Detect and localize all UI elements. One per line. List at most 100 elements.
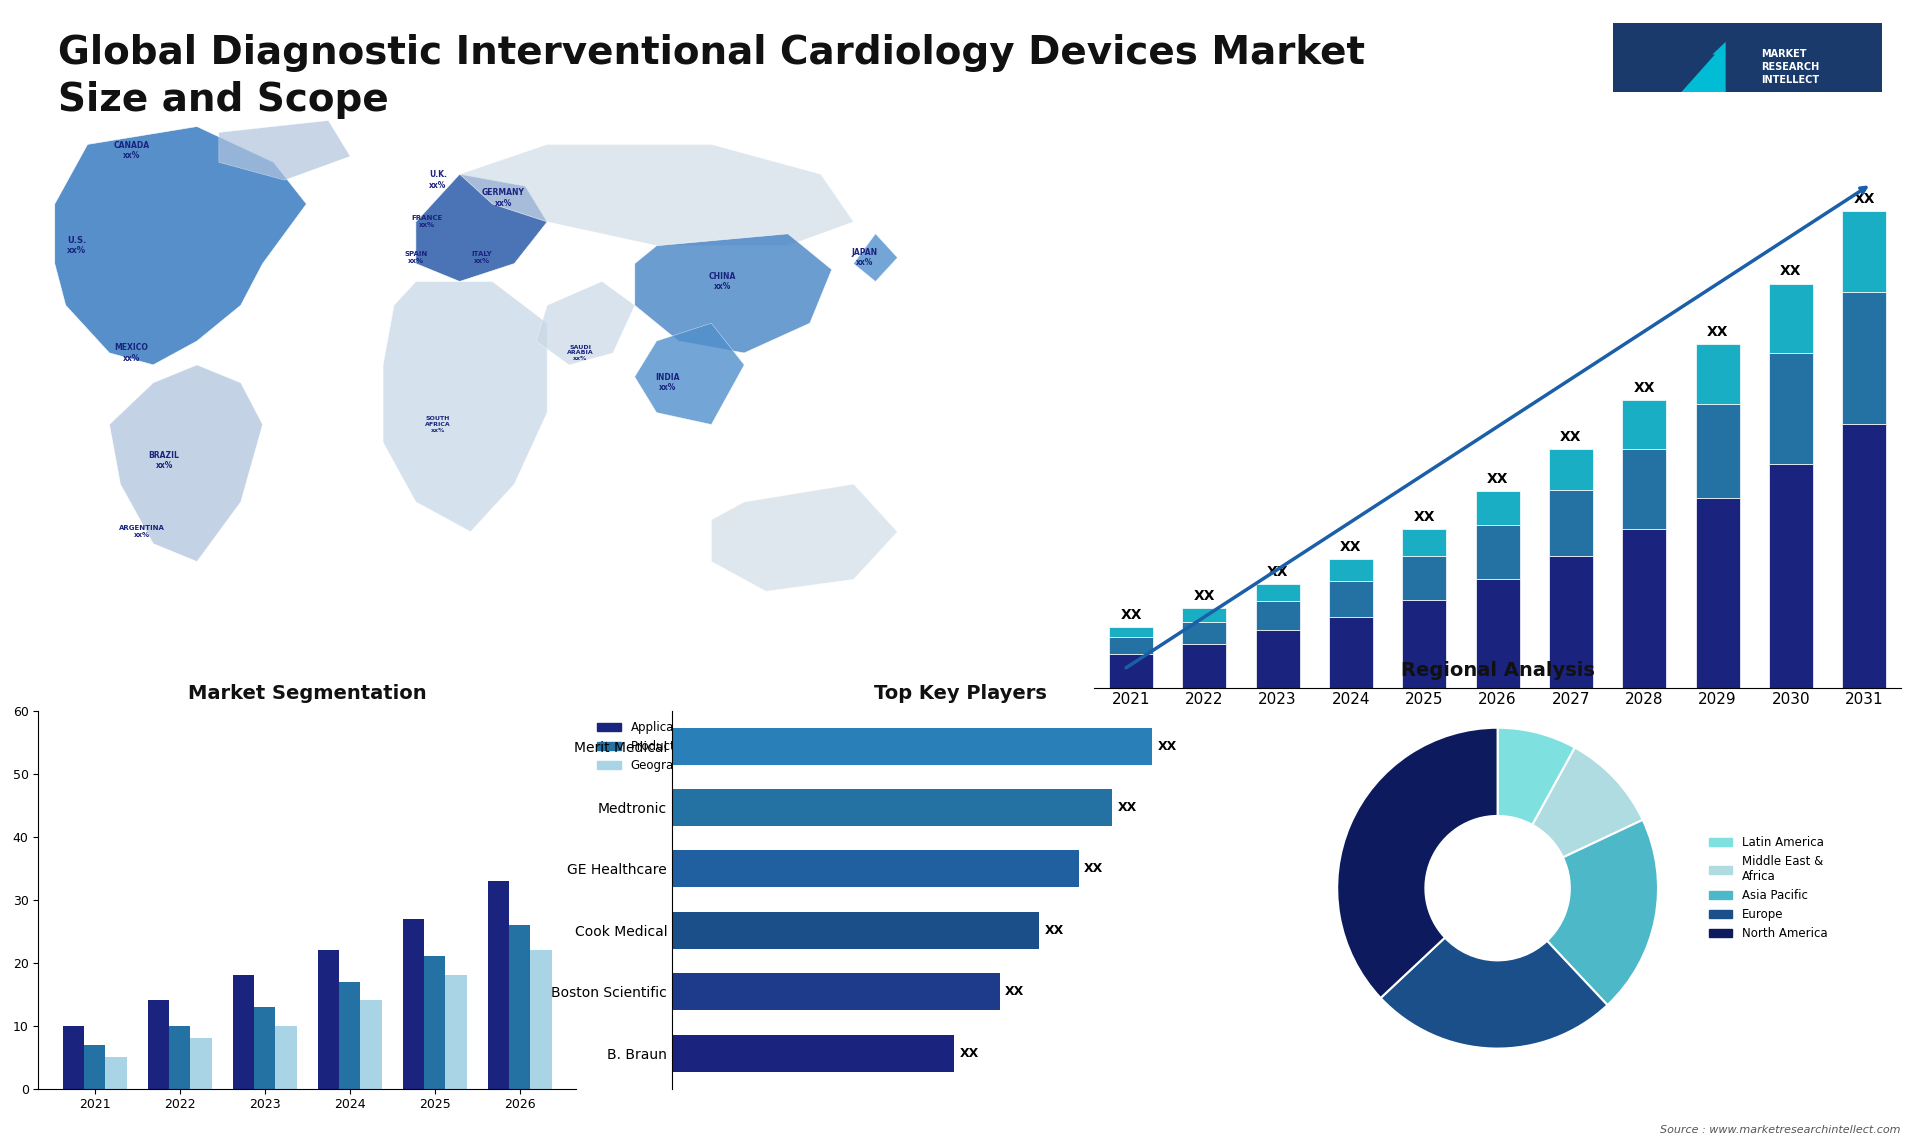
Bar xyxy=(1402,599,1446,688)
Bar xyxy=(445,975,467,1089)
Polygon shape xyxy=(382,282,547,532)
Text: XX: XX xyxy=(1194,589,1215,603)
Bar xyxy=(424,956,445,1089)
Text: BRAZIL
xx%: BRAZIL xx% xyxy=(148,450,180,470)
Text: Source : www.marketresearchintellect.com: Source : www.marketresearchintellect.com xyxy=(1661,1124,1901,1135)
Bar xyxy=(1476,492,1519,525)
Bar xyxy=(1183,609,1227,621)
Text: XX: XX xyxy=(1780,265,1801,278)
Text: FRANCE
xx%: FRANCE xx% xyxy=(411,215,442,228)
Bar xyxy=(1768,353,1812,464)
Bar xyxy=(403,919,424,1089)
Bar xyxy=(1768,283,1812,353)
Text: CHINA
xx%: CHINA xx% xyxy=(708,272,735,291)
Text: Global Diagnostic Interventional Cardiology Devices Market
Size and Scope: Global Diagnostic Interventional Cardiol… xyxy=(58,34,1365,119)
Bar xyxy=(1183,621,1227,644)
Text: XX: XX xyxy=(1340,540,1361,554)
Text: XX: XX xyxy=(1085,863,1104,876)
Bar xyxy=(169,1026,190,1089)
Bar xyxy=(1622,528,1667,688)
Bar xyxy=(1695,403,1740,499)
Polygon shape xyxy=(417,174,547,282)
Text: U.S.
xx%: U.S. xx% xyxy=(67,236,86,256)
Polygon shape xyxy=(854,234,897,282)
Text: XX: XX xyxy=(1006,986,1025,998)
Bar xyxy=(1549,489,1594,556)
Bar xyxy=(106,1057,127,1089)
Text: XX: XX xyxy=(1158,739,1177,753)
Title: Market Segmentation: Market Segmentation xyxy=(188,684,426,704)
Bar xyxy=(1476,525,1519,580)
Text: XX: XX xyxy=(1634,382,1655,395)
Bar xyxy=(1841,292,1885,424)
Bar xyxy=(1256,630,1300,688)
Bar xyxy=(63,1026,84,1089)
Bar xyxy=(1110,627,1154,637)
Wedge shape xyxy=(1380,937,1607,1049)
Bar xyxy=(253,1006,275,1089)
Bar xyxy=(361,1000,382,1089)
Polygon shape xyxy=(54,126,307,364)
Title: Top Key Players: Top Key Players xyxy=(874,684,1046,704)
Text: JAPAN
xx%: JAPAN xx% xyxy=(851,248,877,267)
Bar xyxy=(190,1038,211,1089)
Text: U.K.
xx%: U.K. xx% xyxy=(428,171,447,190)
Bar xyxy=(1329,617,1373,688)
Bar xyxy=(1256,602,1300,630)
Wedge shape xyxy=(1336,728,1498,998)
Polygon shape xyxy=(636,234,831,353)
Bar xyxy=(1695,499,1740,688)
Bar xyxy=(672,912,1039,949)
Title: Regional Analysis: Regional Analysis xyxy=(1402,661,1594,681)
FancyBboxPatch shape xyxy=(1607,21,1887,151)
Bar xyxy=(672,790,1112,826)
Bar xyxy=(1402,556,1446,599)
Bar xyxy=(509,925,530,1089)
Text: XX: XX xyxy=(1853,191,1876,206)
Bar xyxy=(672,1035,954,1072)
Bar xyxy=(1622,400,1667,449)
Bar xyxy=(148,1000,169,1089)
Polygon shape xyxy=(459,144,854,245)
Bar xyxy=(530,950,551,1089)
Wedge shape xyxy=(1532,747,1644,857)
Text: XX: XX xyxy=(960,1046,979,1060)
Text: XX: XX xyxy=(1044,924,1064,936)
Bar xyxy=(275,1026,296,1089)
Wedge shape xyxy=(1548,819,1659,1005)
Polygon shape xyxy=(1653,54,1715,124)
Bar xyxy=(1622,449,1667,528)
Bar xyxy=(672,973,1000,1010)
Bar xyxy=(1256,584,1300,602)
Bar xyxy=(1329,581,1373,617)
Text: XX: XX xyxy=(1561,430,1582,445)
Text: CANADA
xx%: CANADA xx% xyxy=(113,141,150,160)
Polygon shape xyxy=(710,484,897,591)
Text: XX: XX xyxy=(1707,325,1728,339)
Text: ITALY
xx%: ITALY xx% xyxy=(470,251,492,264)
Bar xyxy=(1841,211,1885,292)
Text: XX: XX xyxy=(1486,472,1509,486)
Polygon shape xyxy=(636,323,745,424)
Polygon shape xyxy=(219,120,349,180)
Polygon shape xyxy=(109,364,263,562)
Bar xyxy=(1768,464,1812,688)
Legend: Application, Product, Geography: Application, Product, Geography xyxy=(593,716,701,777)
Text: SPAIN
xx%: SPAIN xx% xyxy=(405,251,428,264)
Text: SOUTH
AFRICA
xx%: SOUTH AFRICA xx% xyxy=(424,416,451,433)
Text: INDIA
xx%: INDIA xx% xyxy=(655,374,680,392)
Bar xyxy=(1841,424,1885,688)
Text: MEXICO
xx%: MEXICO xx% xyxy=(115,344,148,362)
Polygon shape xyxy=(536,282,636,364)
Bar xyxy=(1695,345,1740,403)
Bar xyxy=(1110,637,1154,653)
Legend: Latin America, Middle East &
Africa, Asia Pacific, Europe, North America: Latin America, Middle East & Africa, Asi… xyxy=(1705,832,1832,944)
Text: GERMANY
xx%: GERMANY xx% xyxy=(482,188,524,207)
Bar xyxy=(672,850,1079,887)
Text: XX: XX xyxy=(1267,565,1288,580)
Bar xyxy=(1476,580,1519,688)
Bar xyxy=(1549,449,1594,489)
Bar xyxy=(1402,528,1446,556)
Bar xyxy=(84,1045,106,1089)
Bar xyxy=(672,728,1152,764)
